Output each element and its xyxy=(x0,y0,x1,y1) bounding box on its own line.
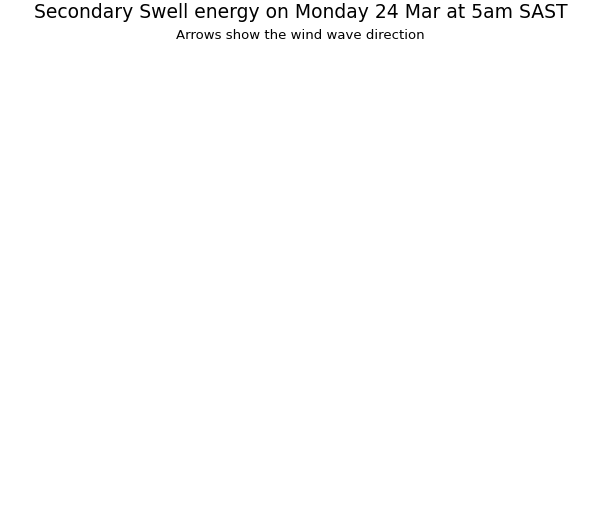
Text: cartopy required: cartopy required xyxy=(243,271,358,285)
Text: Arrows show the wind wave direction: Arrows show the wind wave direction xyxy=(176,29,425,41)
Text: Secondary Swell energy on Monday 24 Mar at 5am SAST: Secondary Swell energy on Monday 24 Mar … xyxy=(34,3,567,22)
